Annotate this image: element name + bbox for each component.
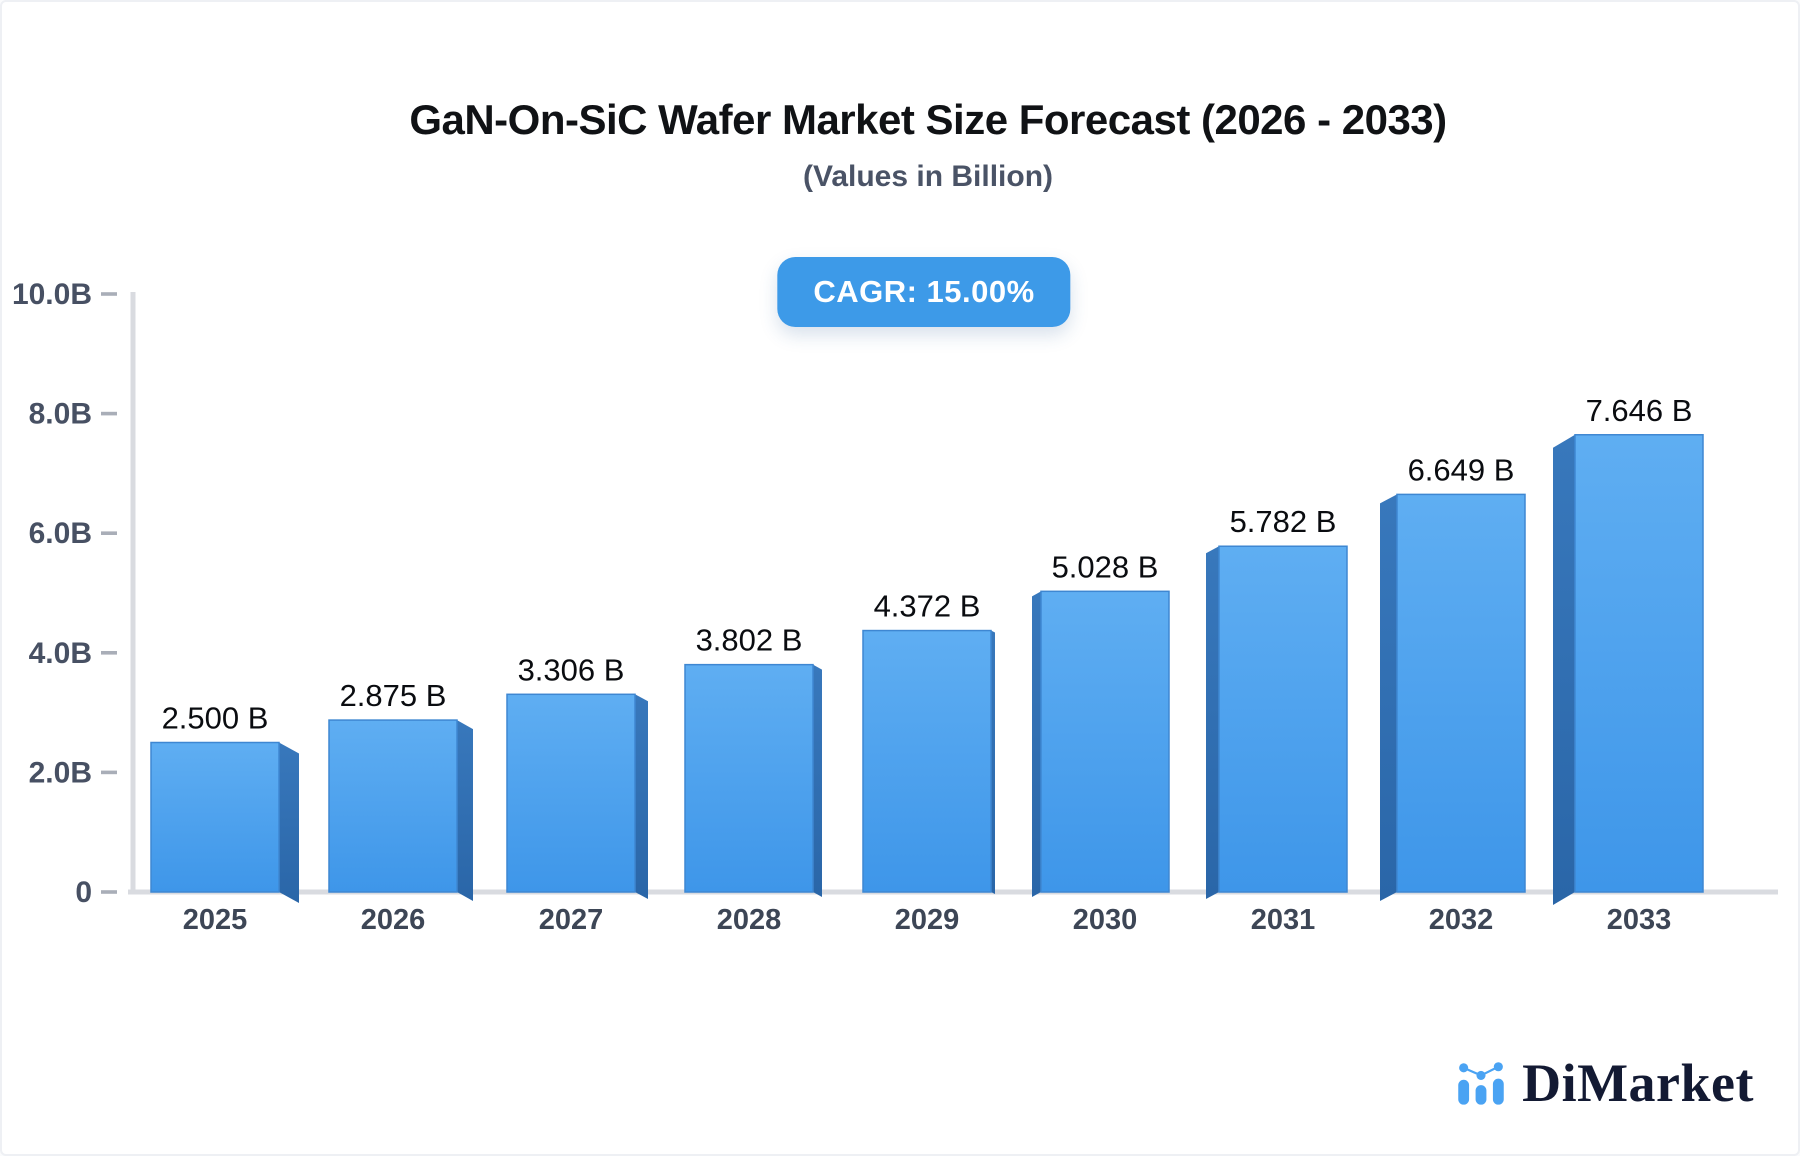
bar-2029: 4.372 B 2029 (862, 589, 995, 936)
bar-side-face (1380, 494, 1397, 901)
x-tick-label: 2031 (1251, 904, 1316, 936)
bar-face (150, 741, 280, 893)
bar-face (1040, 590, 1170, 893)
y-tick (101, 411, 117, 416)
x-tick-label: 2026 (361, 904, 426, 936)
bar-value-label: 5.782 B (1230, 504, 1337, 539)
bar-value-label: 3.306 B (518, 652, 625, 687)
chart-header: GaN-On-SiC Wafer Market Size Forecast (2… (58, 96, 1798, 194)
bar-2032: 6.649 B 2032 (1380, 452, 1526, 936)
bar-side-face (635, 694, 648, 899)
x-tick-label: 2025 (183, 904, 248, 936)
y-axis-line (130, 292, 136, 894)
bar-2033: 7.646 B 2033 (1553, 393, 1704, 936)
logo-dot (1476, 1070, 1486, 1080)
x-tick-label: 2027 (539, 904, 604, 936)
bars: 2.500 B 2025 2.875 B 2026 3.306 B 2027 3.802 B… (150, 393, 1704, 936)
bar-2027: 3.306 B 2027 (506, 652, 648, 936)
bar-side-face (279, 742, 299, 903)
chart-subtitle: (Values in Billion) (802, 160, 1054, 193)
bar-side-face (1553, 434, 1575, 905)
y-tick-label: 10.0B (12, 278, 92, 311)
bar-value-label: 4.372 B (874, 589, 981, 624)
bar-face (862, 629, 992, 893)
bar-side-face (457, 720, 473, 901)
bar-side-face (813, 664, 822, 897)
logo-dot (1459, 1063, 1469, 1073)
bar-face (506, 693, 636, 893)
bar-value-label: 2.500 B (162, 701, 269, 736)
bar-face (1218, 545, 1348, 893)
x-tick-label: 2029 (895, 904, 960, 936)
bar-2030: 5.028 B 2030 (1032, 549, 1170, 936)
y-tick (101, 890, 117, 894)
bar-value-label: 3.802 B (696, 623, 803, 658)
bar-face (1396, 493, 1526, 893)
bar-face (684, 663, 814, 893)
y-tick (101, 531, 117, 535)
logo-bar (1492, 1078, 1504, 1105)
bar-2028: 3.802 B 2028 (684, 623, 822, 936)
bar-value-label: 7.646 B (1586, 393, 1693, 428)
chart-title: GaN-On-SiC Wafer Market Size Forecast (2… (409, 96, 1447, 143)
y-tick-label: 0 (75, 876, 92, 909)
bar-2031: 5.782 B 2031 (1206, 504, 1348, 936)
y-tick (101, 651, 117, 655)
bar-face (328, 719, 458, 893)
bar-value-label: 2.875 B (340, 678, 447, 713)
dimarket-logo: DiMarket (1455, 1052, 1754, 1114)
y-tick-label: 4.0B (29, 637, 92, 670)
bar-side-face (1032, 591, 1041, 897)
y-tick-label: 6.0B (29, 517, 92, 550)
bar-value-label: 5.028 B (1052, 549, 1159, 584)
bar-2026: 2.875 B 2026 (328, 678, 473, 936)
logo-bar (1475, 1085, 1487, 1105)
logo-dot (1493, 1062, 1503, 1072)
bar-side-face (991, 630, 995, 894)
cagr-badge: CAGR: 15.00% (777, 257, 1071, 327)
y-tick-label: 8.0B (29, 398, 92, 431)
y-tick (101, 770, 117, 775)
bar-chart-logo-icon (1458, 1062, 1504, 1105)
bar-face (1574, 434, 1704, 893)
logo-bar (1458, 1079, 1470, 1105)
y-tick (101, 292, 117, 296)
bar-value-label: 6.649 B (1408, 452, 1515, 487)
x-tick-label: 2033 (1607, 904, 1672, 936)
x-tick-label: 2032 (1429, 904, 1494, 936)
x-tick-label: 2028 (717, 904, 782, 936)
logo-text: DiMarket (1522, 1053, 1754, 1113)
bar-side-face (1206, 546, 1219, 899)
y-tick-label: 2.0B (29, 756, 92, 789)
x-tick-label: 2030 (1073, 904, 1138, 936)
bar-2025: 2.500 B 2025 (150, 701, 299, 936)
